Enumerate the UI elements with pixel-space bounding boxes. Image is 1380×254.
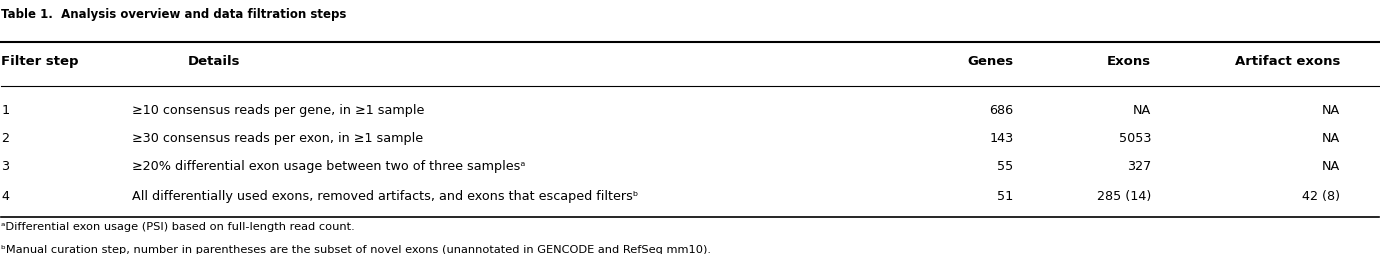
Text: NA: NA [1133,104,1151,117]
Text: 2: 2 [1,132,10,145]
Text: 3: 3 [1,160,10,173]
Text: 5053: 5053 [1119,132,1151,145]
Text: Exons: Exons [1107,55,1151,68]
Text: All differentially used exons, removed artifacts, and exons that escaped filters: All differentially used exons, removed a… [132,190,639,203]
Text: ≥20% differential exon usage between two of three samplesᵃ: ≥20% differential exon usage between two… [132,160,526,173]
Text: 285 (14): 285 (14) [1097,190,1151,203]
Text: Table 1.  Analysis overview and data filtration steps: Table 1. Analysis overview and data filt… [1,8,346,21]
Text: Filter step: Filter step [1,55,79,68]
Text: 143: 143 [989,132,1014,145]
Text: ≥10 consensus reads per gene, in ≥1 sample: ≥10 consensus reads per gene, in ≥1 samp… [132,104,425,117]
Text: 42 (8): 42 (8) [1303,190,1340,203]
Text: 686: 686 [989,104,1014,117]
Text: NA: NA [1322,132,1340,145]
Text: 55: 55 [998,160,1014,173]
Text: Artifact exons: Artifact exons [1235,55,1340,68]
Text: ᵇManual curation step, number in parentheses are the subset of novel exons (unan: ᵇManual curation step, number in parenth… [1,245,711,254]
Text: NA: NA [1322,160,1340,173]
Text: Genes: Genes [967,55,1014,68]
Text: 327: 327 [1127,160,1151,173]
Text: ≥30 consensus reads per exon, in ≥1 sample: ≥30 consensus reads per exon, in ≥1 samp… [132,132,424,145]
Text: 51: 51 [998,190,1014,203]
Text: 4: 4 [1,190,10,203]
Text: ᵃDifferential exon usage (PSI) based on full-length read count.: ᵃDifferential exon usage (PSI) based on … [1,222,355,232]
Text: Details: Details [188,55,240,68]
Text: 1: 1 [1,104,10,117]
Text: NA: NA [1322,104,1340,117]
